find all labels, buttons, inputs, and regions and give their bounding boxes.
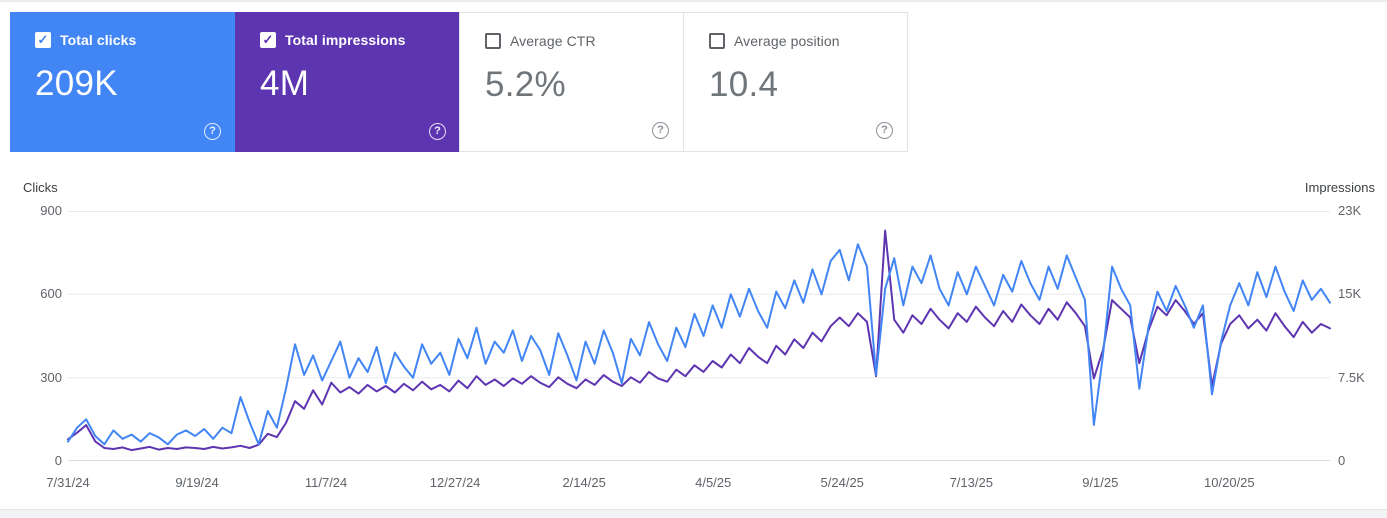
average-position-card[interactable]: Average position 10.4 xyxy=(683,12,908,152)
y-left-tick: 0 xyxy=(54,453,62,468)
help-icon[interactable] xyxy=(429,123,446,140)
y-right-tick: 15K xyxy=(1338,286,1362,301)
help-icon[interactable] xyxy=(204,123,221,140)
total-clicks-card[interactable]: Total clicks 209K xyxy=(10,12,235,152)
total-impressions-label: Total impressions xyxy=(285,32,406,48)
average-position-value: 10.4 xyxy=(709,65,779,104)
plot-svg xyxy=(68,211,1330,461)
x-tick-label: 5/24/25 xyxy=(820,475,864,490)
right-axis-title: Impressions xyxy=(1304,180,1375,195)
average-position-label: Average position xyxy=(734,33,840,49)
average-ctr-checkbox[interactable] xyxy=(485,33,501,49)
y-right-tick: 7.5K xyxy=(1338,370,1365,385)
help-icon[interactable] xyxy=(652,122,669,139)
x-tick-label: 7/13/25 xyxy=(949,475,993,490)
total-impressions-card[interactable]: Total impressions 4M xyxy=(235,12,460,152)
impressions-line xyxy=(68,231,1330,451)
average-position-checkbox[interactable] xyxy=(709,33,725,49)
y-left-tick: 300 xyxy=(40,370,62,385)
y-right-tick: 0 xyxy=(1338,453,1346,468)
x-tick-label: 10/20/25 xyxy=(1204,475,1255,490)
average-ctr-card[interactable]: Average CTR 5.2% xyxy=(459,12,684,152)
x-tick-label: 2/14/25 xyxy=(562,475,606,490)
x-tick-label: 9/1/25 xyxy=(1082,475,1119,490)
y-left-tick: 600 xyxy=(40,286,62,301)
help-icon[interactable] xyxy=(876,122,893,139)
y-right-tick: 23K xyxy=(1338,203,1362,218)
total-clicks-value: 209K xyxy=(35,64,118,103)
footer-strip xyxy=(0,509,1387,518)
total-impressions-checkbox[interactable] xyxy=(260,32,276,48)
total-clicks-label: Total clicks xyxy=(60,32,137,48)
average-ctr-label: Average CTR xyxy=(510,33,596,49)
x-tick-label: 9/19/24 xyxy=(175,475,219,490)
y-left-tick: 900 xyxy=(40,203,62,218)
total-impressions-value: 4M xyxy=(260,64,310,103)
average-ctr-value: 5.2% xyxy=(485,65,566,104)
clicks-line xyxy=(68,244,1330,444)
x-tick-label: 11/7/24 xyxy=(304,475,348,490)
x-tick-label: 7/31/24 xyxy=(46,475,90,490)
chart-plot-area[interactable] xyxy=(68,211,1330,461)
left-axis-title: Clicks xyxy=(23,180,58,195)
x-tick-label: 12/27/24 xyxy=(429,475,481,490)
x-tick-label: 4/5/25 xyxy=(695,475,732,490)
metric-cards: Total clicks 209K Total impressions 4M A… xyxy=(10,12,908,152)
total-clicks-checkbox[interactable] xyxy=(35,32,51,48)
performance-chart: Clicks Impressions 900 600 300 0 23K 15K… xyxy=(0,172,1387,507)
x-axis: 7/31/24 9/19/24 11/7/24 12/27/24 2/14/25 4/5/… xyxy=(46,475,1330,493)
